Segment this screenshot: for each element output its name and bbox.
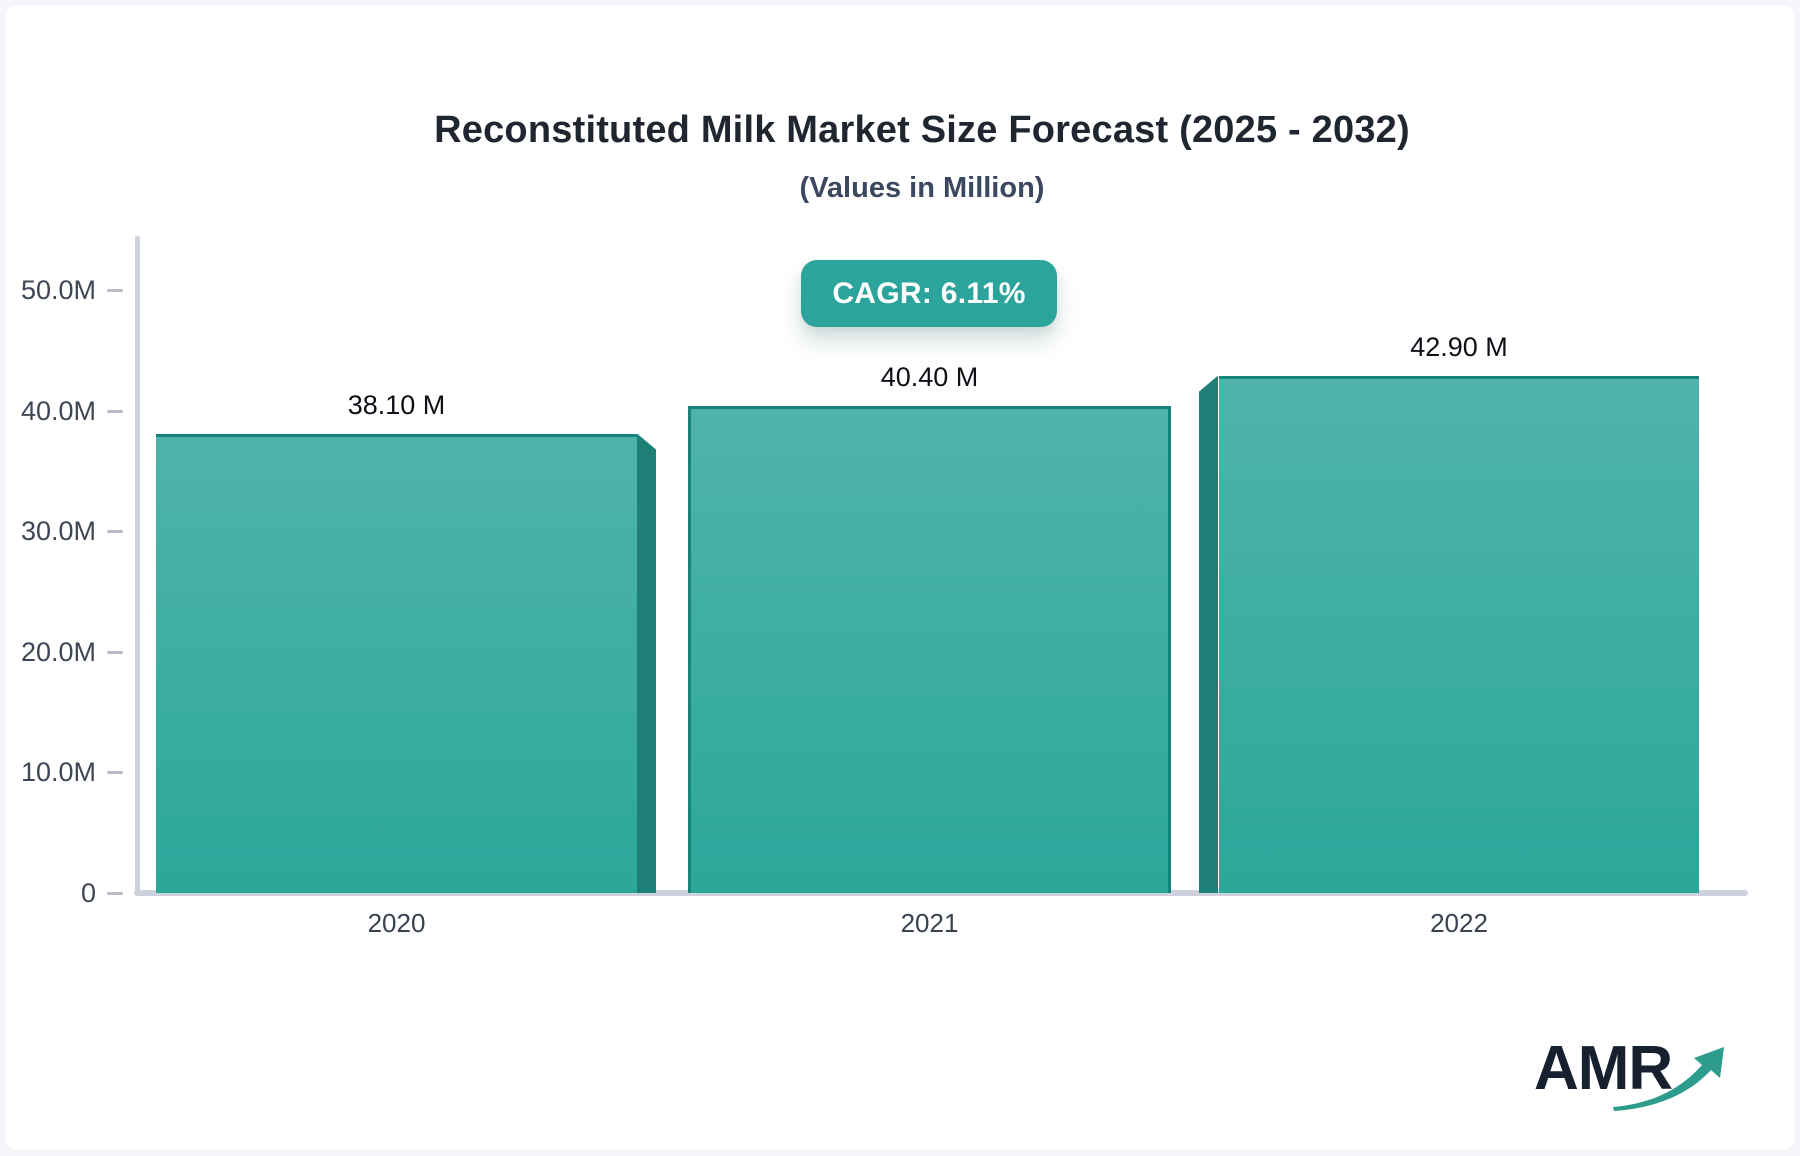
bar-value-label: 38.10 M xyxy=(347,389,446,420)
y-tick-mark xyxy=(107,289,123,292)
y-tick-mark xyxy=(107,650,123,654)
y-tick-label: 50.0M xyxy=(20,275,96,305)
x-axis-label: 2020 xyxy=(367,908,426,938)
amr-logo-arrow-icon xyxy=(1613,1047,1724,1111)
y-tick-label: 0 xyxy=(80,878,96,908)
cagr-badge-label: CAGR: 6.11% xyxy=(832,276,1026,310)
bar-value-label: 40.40 M xyxy=(880,361,979,392)
amr-logo-text: AMR xyxy=(1534,1034,1673,1103)
y-tick-label: 10.0M xyxy=(20,757,96,788)
x-axis-label: 2021 xyxy=(900,908,959,938)
bar-2020[interactable] xyxy=(156,433,637,893)
cagr-badge: CAGR: 6.11% xyxy=(801,260,1057,327)
chart-card: Reconstituted Milk Market Size Forecast … xyxy=(6,6,1794,1150)
y-tick-label: 40.0M xyxy=(20,395,96,426)
bar-2022-side xyxy=(1199,375,1218,893)
bar-value-label: 42.90 M xyxy=(1410,331,1508,362)
y-tick-label: 20.0M xyxy=(20,636,96,667)
x-axis-line xyxy=(134,890,1748,896)
bar-2021[interactable] xyxy=(688,405,1171,893)
chart-title: Reconstituted Milk Market Size Forecast … xyxy=(434,109,1410,151)
y-tick-label: 30.0M xyxy=(20,516,96,547)
chart-subtitle: (Values in Million) xyxy=(799,172,1045,204)
y-axis-line xyxy=(135,236,140,894)
bar-2020-side xyxy=(637,433,656,893)
x-axis-label: 2022 xyxy=(1430,908,1488,938)
bar-2022[interactable] xyxy=(1219,375,1699,893)
y-tick-mark xyxy=(107,892,123,895)
amr-logo: AMR xyxy=(1534,1038,1724,1118)
y-tick-mark xyxy=(107,409,123,413)
y-tick-mark xyxy=(107,771,123,775)
y-tick-mark xyxy=(107,530,123,534)
